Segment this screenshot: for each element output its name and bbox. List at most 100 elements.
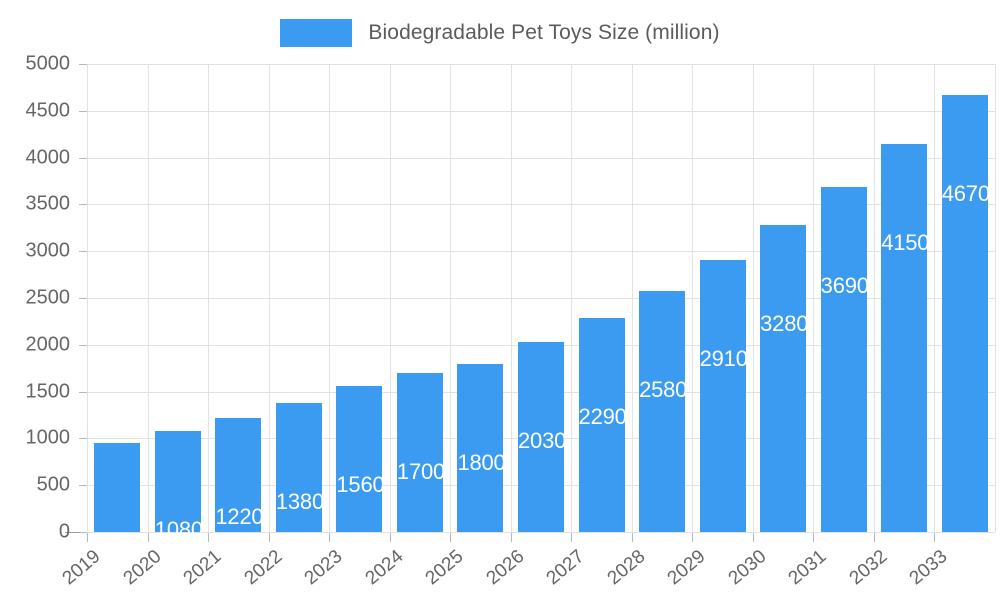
legend-label-biodegradable-pet-toys: Biodegradable Pet Toys Size (million) xyxy=(368,21,720,44)
x-gridline xyxy=(329,64,331,532)
plot-area: 950 1080 1220 1380 1560 1700 1800 2030 2290 2580 2… xyxy=(87,64,996,554)
x-axis-tick-label: 2023 xyxy=(300,546,347,590)
x-axis-tick-label: 2032 xyxy=(845,546,892,590)
y-axis-tick-label: 4500 xyxy=(25,99,71,122)
bar[interactable] xyxy=(941,94,988,532)
y-axis-tick-mark xyxy=(79,157,87,159)
x-gridline xyxy=(692,64,694,532)
y-gridline xyxy=(87,64,995,65)
x-gridline xyxy=(813,64,815,532)
x-gridline xyxy=(268,64,270,532)
bar[interactable] xyxy=(518,342,564,532)
bar-value-label: 4670 xyxy=(941,180,988,206)
x-axis-tick-label: 2029 xyxy=(663,546,710,590)
x-axis-tick-label: 2026 xyxy=(482,546,529,590)
y-axis-tick-mark xyxy=(79,251,87,253)
x-gridline xyxy=(450,64,452,532)
y-axis-tick-mark xyxy=(79,485,87,487)
y-axis-tick-label: 500 xyxy=(36,473,70,496)
x-axis-tick-label: 2028 xyxy=(603,546,650,590)
y-axis-tick-label: 2000 xyxy=(25,333,71,356)
x-axis-tick-mark xyxy=(813,533,815,542)
y-axis-tick-mark xyxy=(79,391,87,393)
x-axis-tick-label: 2022 xyxy=(240,546,287,590)
x-axis-tick-mark xyxy=(571,533,573,542)
y-axis-tick-mark xyxy=(79,344,87,346)
bar[interactable] xyxy=(275,402,322,532)
bar[interactable] xyxy=(639,290,686,532)
x-axis-tick-label: 2027 xyxy=(542,546,589,590)
x-gridline xyxy=(571,64,573,532)
x-axis-tick-label: 2021 xyxy=(179,546,226,590)
y-axis-tick-mark xyxy=(79,204,87,206)
y-axis-tick-label: 2500 xyxy=(25,286,71,309)
x-gridline xyxy=(873,64,875,532)
x-gridline xyxy=(510,64,512,532)
x-axis-tick-mark xyxy=(450,533,452,542)
x-axis-tick-mark xyxy=(692,533,694,542)
x-gridline xyxy=(389,64,391,532)
x-axis-tick-label: 2033 xyxy=(906,546,952,590)
y-axis-tick-label: 4000 xyxy=(25,146,71,169)
x-gridline xyxy=(631,64,633,532)
bar-value-label: 3280 xyxy=(760,311,807,336)
y-axis-tick-mark xyxy=(79,64,87,65)
y-gridline xyxy=(87,251,995,253)
x-axis-tick-mark xyxy=(389,533,391,542)
y-gridline xyxy=(87,110,995,112)
bar-value-label: 950 xyxy=(94,529,131,555)
y-axis-tick-mark xyxy=(79,110,87,112)
x-gridline xyxy=(934,64,936,532)
bar[interactable] xyxy=(396,372,443,532)
bar-value-label: 1800 xyxy=(457,449,504,475)
y-axis-tick-mark xyxy=(79,438,87,440)
x-axis-tick-mark xyxy=(510,533,512,542)
x-axis-tick-mark xyxy=(87,533,88,542)
y-axis-tick-label: 1000 xyxy=(25,426,71,449)
chart-legend: Biodegradable Pet Toys Size (million) xyxy=(0,14,1000,52)
x-gridline xyxy=(995,64,996,532)
bar-value-label: 2910 xyxy=(699,345,746,371)
bar-value-label: 1220 xyxy=(215,503,262,529)
bar[interactable] xyxy=(336,385,383,532)
bar[interactable] xyxy=(154,430,201,532)
x-axis-tick-label: 2025 xyxy=(421,546,468,590)
x-axis-tick-mark xyxy=(631,533,633,542)
y-gridline xyxy=(87,298,995,299)
x-axis-tick-mark xyxy=(752,533,754,542)
x-axis-tick-mark xyxy=(934,533,936,542)
bar-value-label: 2580 xyxy=(639,376,686,402)
bar-value-label: 2290 xyxy=(578,403,625,429)
x-gridline xyxy=(147,64,149,532)
bar[interactable] xyxy=(457,363,504,532)
y-axis-tick-label: 3000 xyxy=(25,239,71,262)
x-axis-tick-label: 2031 xyxy=(785,546,831,590)
bar-value-label: 1700 xyxy=(396,458,443,484)
bar[interactable] xyxy=(699,259,746,532)
y-axis-tick-mark xyxy=(79,298,87,299)
x-gridline xyxy=(208,64,210,532)
bar[interactable] xyxy=(881,143,928,532)
x-axis-tick-mark xyxy=(873,533,875,542)
bar-value-label: 2030 xyxy=(518,428,564,453)
y-axis-tick-label: 1500 xyxy=(25,380,71,403)
x-axis-tick-mark xyxy=(329,533,331,542)
bar[interactable] xyxy=(820,186,867,532)
x-axis-tick-label: 2030 xyxy=(724,546,771,590)
y-axis-tick-label: 3500 xyxy=(25,192,71,215)
legend-swatch-biodegradable-pet-toys[interactable] xyxy=(280,19,353,47)
bar-value-label: 3690 xyxy=(820,272,867,298)
bar-value-label: 1380 xyxy=(275,488,322,514)
bar[interactable] xyxy=(578,317,625,532)
y-gridline xyxy=(87,157,995,159)
bar[interactable] xyxy=(94,443,141,532)
bar[interactable] xyxy=(215,417,262,532)
x-gridline xyxy=(87,64,88,532)
bar-value-label: 1560 xyxy=(336,471,383,497)
bar[interactable] xyxy=(760,225,807,532)
x-axis-tick-mark xyxy=(208,533,210,542)
y-axis-tick-mark xyxy=(79,532,87,533)
x-axis-tick-mark xyxy=(147,533,149,542)
y-axis-tick-label: 5000 xyxy=(25,52,71,75)
